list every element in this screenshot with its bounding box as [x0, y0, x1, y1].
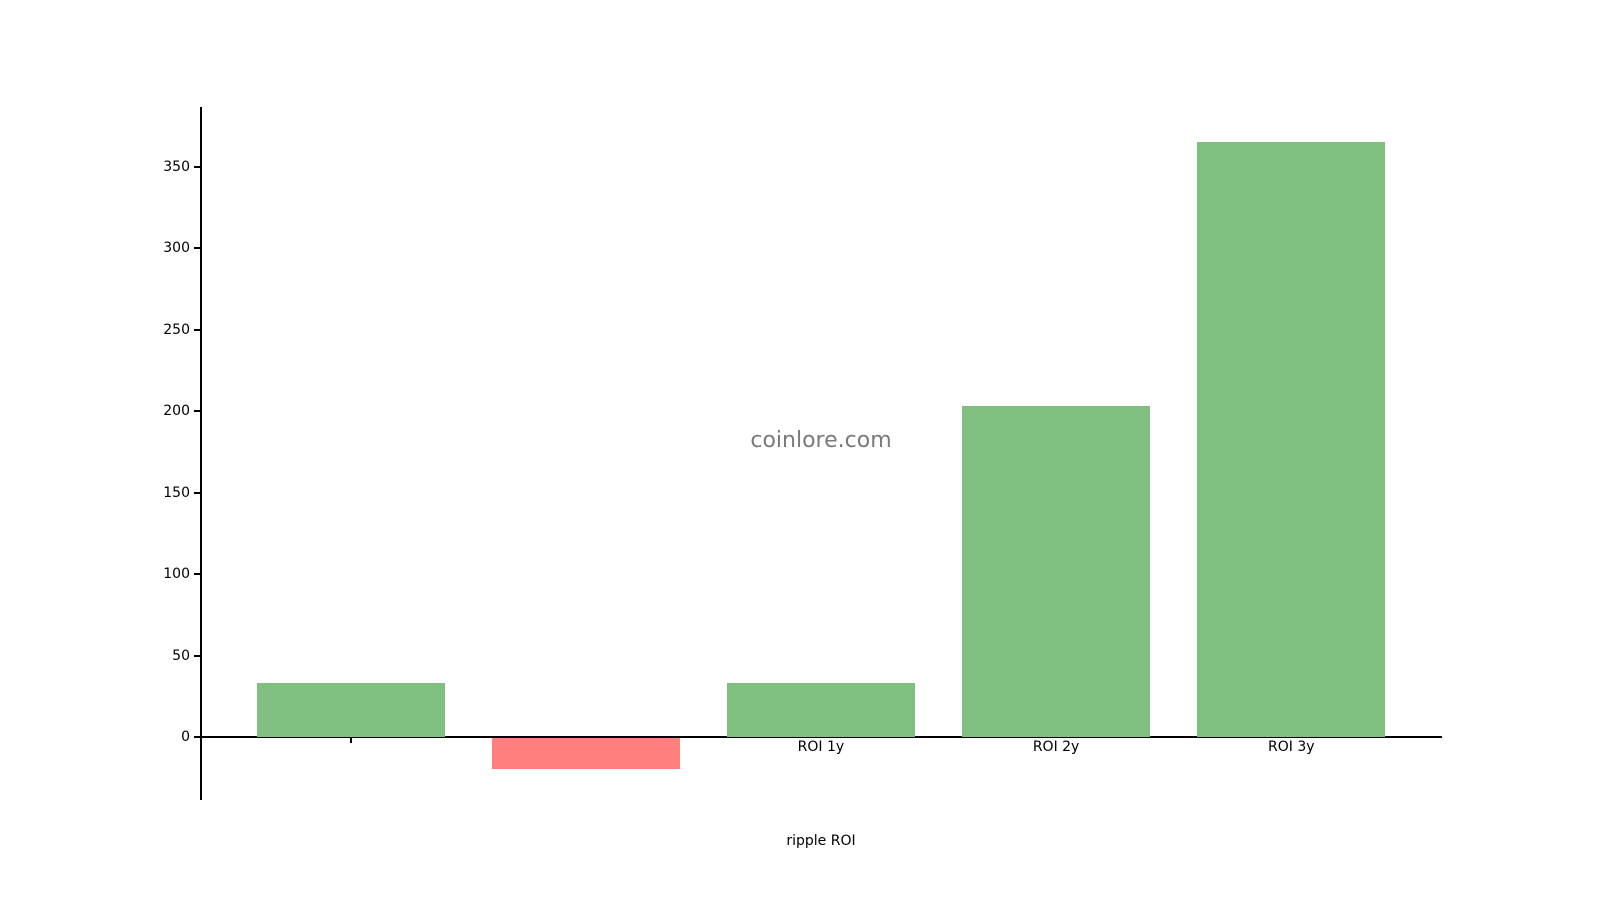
bar-roi-3y	[1197, 142, 1386, 737]
y-tick-label: 300	[163, 240, 190, 256]
y-axis-spine	[200, 107, 202, 800]
y-tick-label: 150	[163, 484, 190, 501]
y-tick-label: 50	[172, 647, 190, 664]
x-axis-title: ripple ROI	[786, 833, 856, 849]
y-tick-mark	[194, 491, 200, 494]
x-tick-label: ROI 3y	[1268, 739, 1315, 755]
y-tick-label: 250	[163, 321, 190, 338]
x-tick-label: ROI 2y	[1032, 739, 1080, 755]
watermark: coinlore.com	[750, 428, 892, 453]
y-tick-label: 350	[163, 158, 190, 175]
y-tick-mark	[194, 328, 200, 331]
bar-roi-1y	[726, 683, 915, 737]
y-tick-mark	[194, 736, 200, 738]
y-tick-label: 200	[163, 403, 190, 419]
x-axis-line	[200, 736, 1442, 738]
y-tick-mark	[194, 247, 200, 249]
bar-category-1	[491, 738, 680, 769]
y-tick-mark	[194, 654, 200, 657]
y-tick-mark	[194, 573, 200, 575]
x-tick-label: ROI 1y	[797, 739, 845, 755]
x-tick-mark	[349, 738, 352, 743]
bar-roi-2y	[962, 406, 1151, 737]
y-tick-mark	[194, 165, 200, 168]
y-tick-label: 0	[181, 729, 190, 745]
y-tick-mark	[194, 410, 200, 412]
y-tick-label: 100	[163, 566, 190, 582]
bar-category-0	[256, 683, 445, 737]
